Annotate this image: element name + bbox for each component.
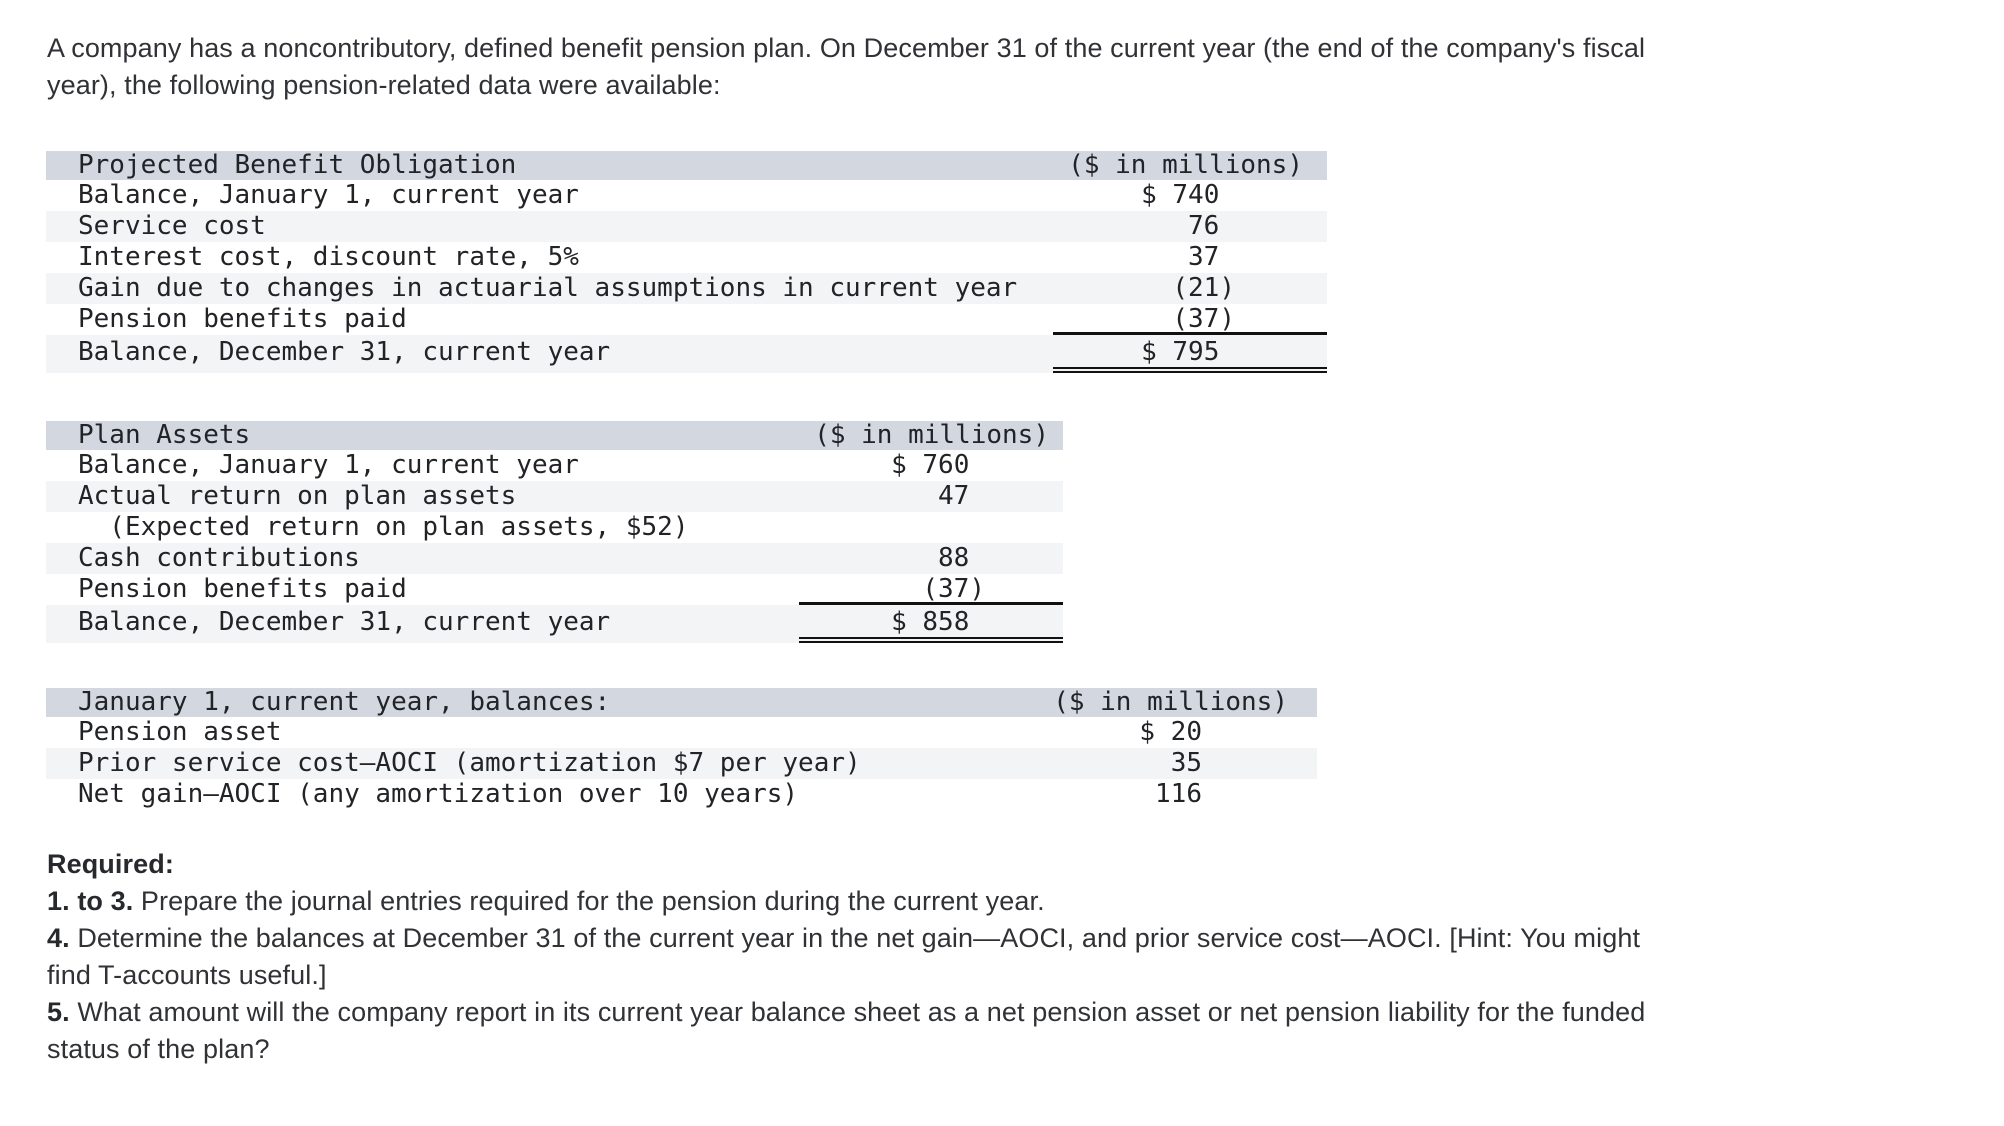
- row-label: Balance, January 1, current year: [78, 180, 579, 210]
- row-value: 76: [1188, 211, 1235, 241]
- table-header-row: Plan Assets ($ in millions): [46, 421, 1063, 450]
- intro-paragraph: A company has a noncontributory, defined…: [47, 30, 2004, 104]
- table-row: Net gain—AOCI (any amortization over 10 …: [46, 779, 1317, 810]
- table-row: Pension benefits paid (37): [46, 304, 1327, 335]
- table-title: January 1, current year, balances:: [78, 687, 611, 717]
- pbo-table: Projected Benefit Obligation ($ in milli…: [46, 151, 1327, 373]
- requirement-text: Determine the balances at December 31 of…: [69, 923, 1641, 953]
- table-row: Service cost 76: [46, 211, 1327, 242]
- table-row: Interest cost, discount rate, 5% 37: [46, 242, 1327, 273]
- table-total-row: Balance, December 31, current year $ 795: [46, 335, 1327, 373]
- required-heading: Required:: [47, 849, 174, 879]
- table-row: Gain due to changes in actuarial assumpt…: [46, 273, 1327, 304]
- row-value: [799, 512, 1063, 543]
- requirement-text: status of the plan?: [47, 1034, 270, 1064]
- row-label: Gain due to changes in actuarial assumpt…: [78, 273, 1018, 303]
- row-value: 37: [1188, 242, 1235, 272]
- table-row: Balance, January 1, current year $ 740: [46, 180, 1327, 211]
- row-value: $ 20: [1139, 717, 1202, 747]
- table-title: Projected Benefit Obligation: [78, 150, 517, 180]
- table-row: Actual return on plan assets 47: [46, 481, 1063, 512]
- requirement-item: 4. Determine the balances at December 31…: [47, 920, 2004, 957]
- row-label: Prior service cost—AOCI (amortization $7…: [78, 748, 861, 778]
- required-section: Required: 1. to 3. Prepare the journal e…: [47, 846, 2004, 1068]
- row-value: (21): [1172, 273, 1235, 303]
- intro-line: A company has a noncontributory, defined…: [47, 33, 1646, 63]
- table-row: Prior service cost—AOCI (amortization $7…: [46, 748, 1317, 779]
- row-label: Interest cost, discount rate, 5%: [78, 242, 579, 272]
- plan-assets-table: Plan Assets ($ in millions) Balance, Jan…: [46, 421, 1063, 643]
- requirement-number: 5.: [47, 997, 70, 1027]
- requirement-item: 5. What amount will the company report i…: [47, 994, 2004, 1031]
- row-label: Service cost: [78, 211, 266, 241]
- table-row: Balance, January 1, current year $ 760: [46, 450, 1063, 481]
- table-unit-label: ($ in millions): [1068, 150, 1303, 180]
- requirement-item-continuation: status of the plan?: [47, 1031, 2004, 1068]
- document-page: A company has a noncontributory, defined…: [0, 30, 2004, 1126]
- row-value: 116: [1155, 779, 1202, 809]
- requirement-item-continuation: find T-accounts useful.]: [47, 957, 2004, 994]
- row-label: Pension benefits paid: [78, 304, 407, 334]
- row-value: $ 858: [799, 605, 1063, 643]
- table-header-row: January 1, current year, balances: ($ in…: [46, 688, 1317, 717]
- row-label: Pension benefits paid: [78, 574, 407, 604]
- row-label: Balance, December 31, current year: [78, 607, 611, 637]
- table-unit-label: ($ in millions): [1053, 687, 1288, 717]
- requirement-text: Prepare the journal entries required for…: [133, 886, 1045, 916]
- row-value: $ 760: [891, 450, 985, 480]
- balances-table: January 1, current year, balances: ($ in…: [46, 688, 1317, 810]
- row-value: 88: [938, 543, 985, 573]
- row-value: 47: [938, 481, 985, 511]
- row-label: Balance, January 1, current year: [78, 450, 579, 480]
- table-unit-label: ($ in millions): [814, 420, 1049, 450]
- table-header-row: Projected Benefit Obligation ($ in milli…: [46, 151, 1327, 180]
- row-label: Actual return on plan assets: [78, 481, 517, 511]
- row-label: Balance, December 31, current year: [78, 337, 611, 367]
- requirement-number: 1. to 3.: [47, 886, 134, 916]
- row-label: Pension asset: [78, 717, 282, 747]
- row-label: Cash contributions: [78, 543, 360, 573]
- row-label: Net gain—AOCI (any amortization over 10 …: [78, 779, 799, 809]
- table-total-row: Balance, December 31, current year $ 858: [46, 605, 1063, 643]
- requirement-text: What amount will the company report in i…: [69, 997, 1646, 1027]
- row-value: (37): [799, 574, 1063, 605]
- table-row: Cash contributions 88: [46, 543, 1063, 574]
- requirement-text: find T-accounts useful.]: [47, 960, 327, 990]
- row-value: (37): [1053, 304, 1327, 335]
- requirement-item: 1. to 3. Prepare the journal entries req…: [47, 883, 2004, 920]
- table-title: Plan Assets: [78, 420, 251, 450]
- requirement-number: 4.: [47, 923, 70, 953]
- row-value: $ 740: [1141, 180, 1235, 210]
- table-row: (Expected return on plan assets, $52): [46, 512, 1063, 543]
- row-value: 35: [1170, 748, 1202, 778]
- table-row: Pension asset $ 20: [46, 717, 1317, 748]
- table-row: Pension benefits paid (37): [46, 574, 1063, 605]
- row-label: (Expected return on plan assets, $52): [78, 512, 689, 542]
- intro-line: year), the following pension-related dat…: [47, 70, 721, 100]
- row-value: $ 795: [1053, 335, 1327, 373]
